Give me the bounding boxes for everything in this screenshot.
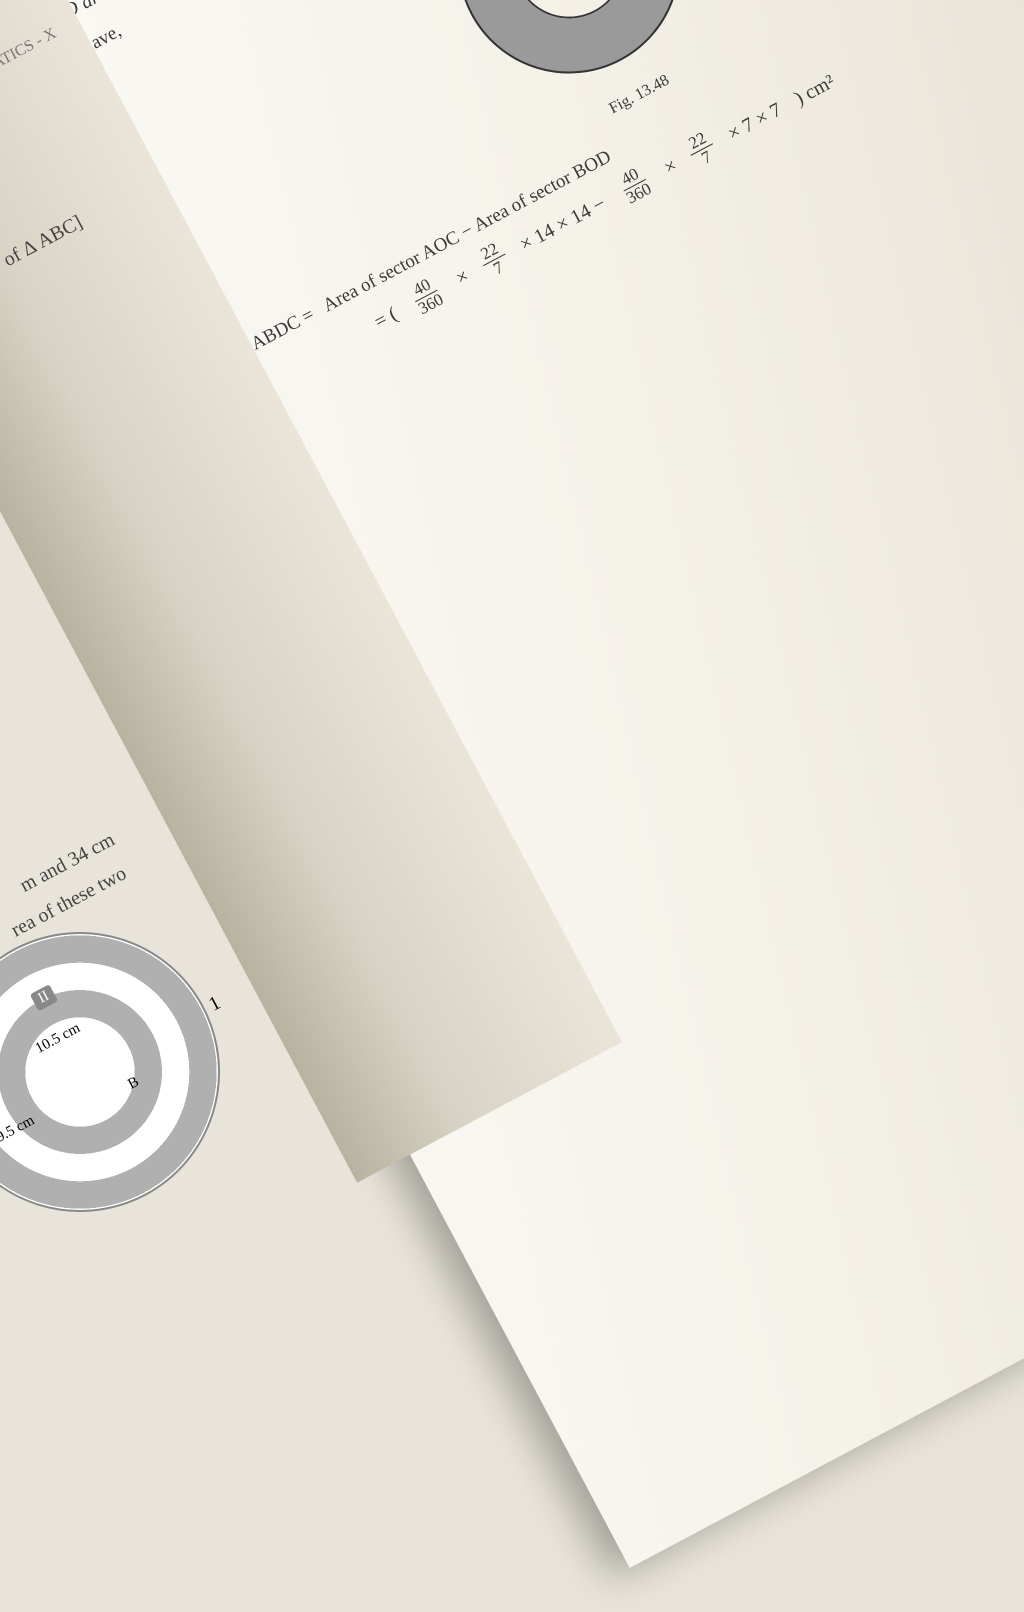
sx1: × xyxy=(449,258,477,297)
sx3: × xyxy=(657,147,685,186)
ring-radius-105: 10.5 cm xyxy=(33,1020,84,1058)
eq2-open: = ( xyxy=(367,296,405,340)
ring-radius-95: A 9.5 cm xyxy=(0,1112,38,1153)
eq2-close: ) cm² xyxy=(787,63,842,116)
sf4d: 7 xyxy=(695,146,718,170)
sf2d: 7 xyxy=(487,257,510,281)
ring-label-b: B xyxy=(125,1074,142,1094)
ring-label-one: 1 xyxy=(205,992,225,1017)
ring-label-ii: II xyxy=(30,984,58,1011)
